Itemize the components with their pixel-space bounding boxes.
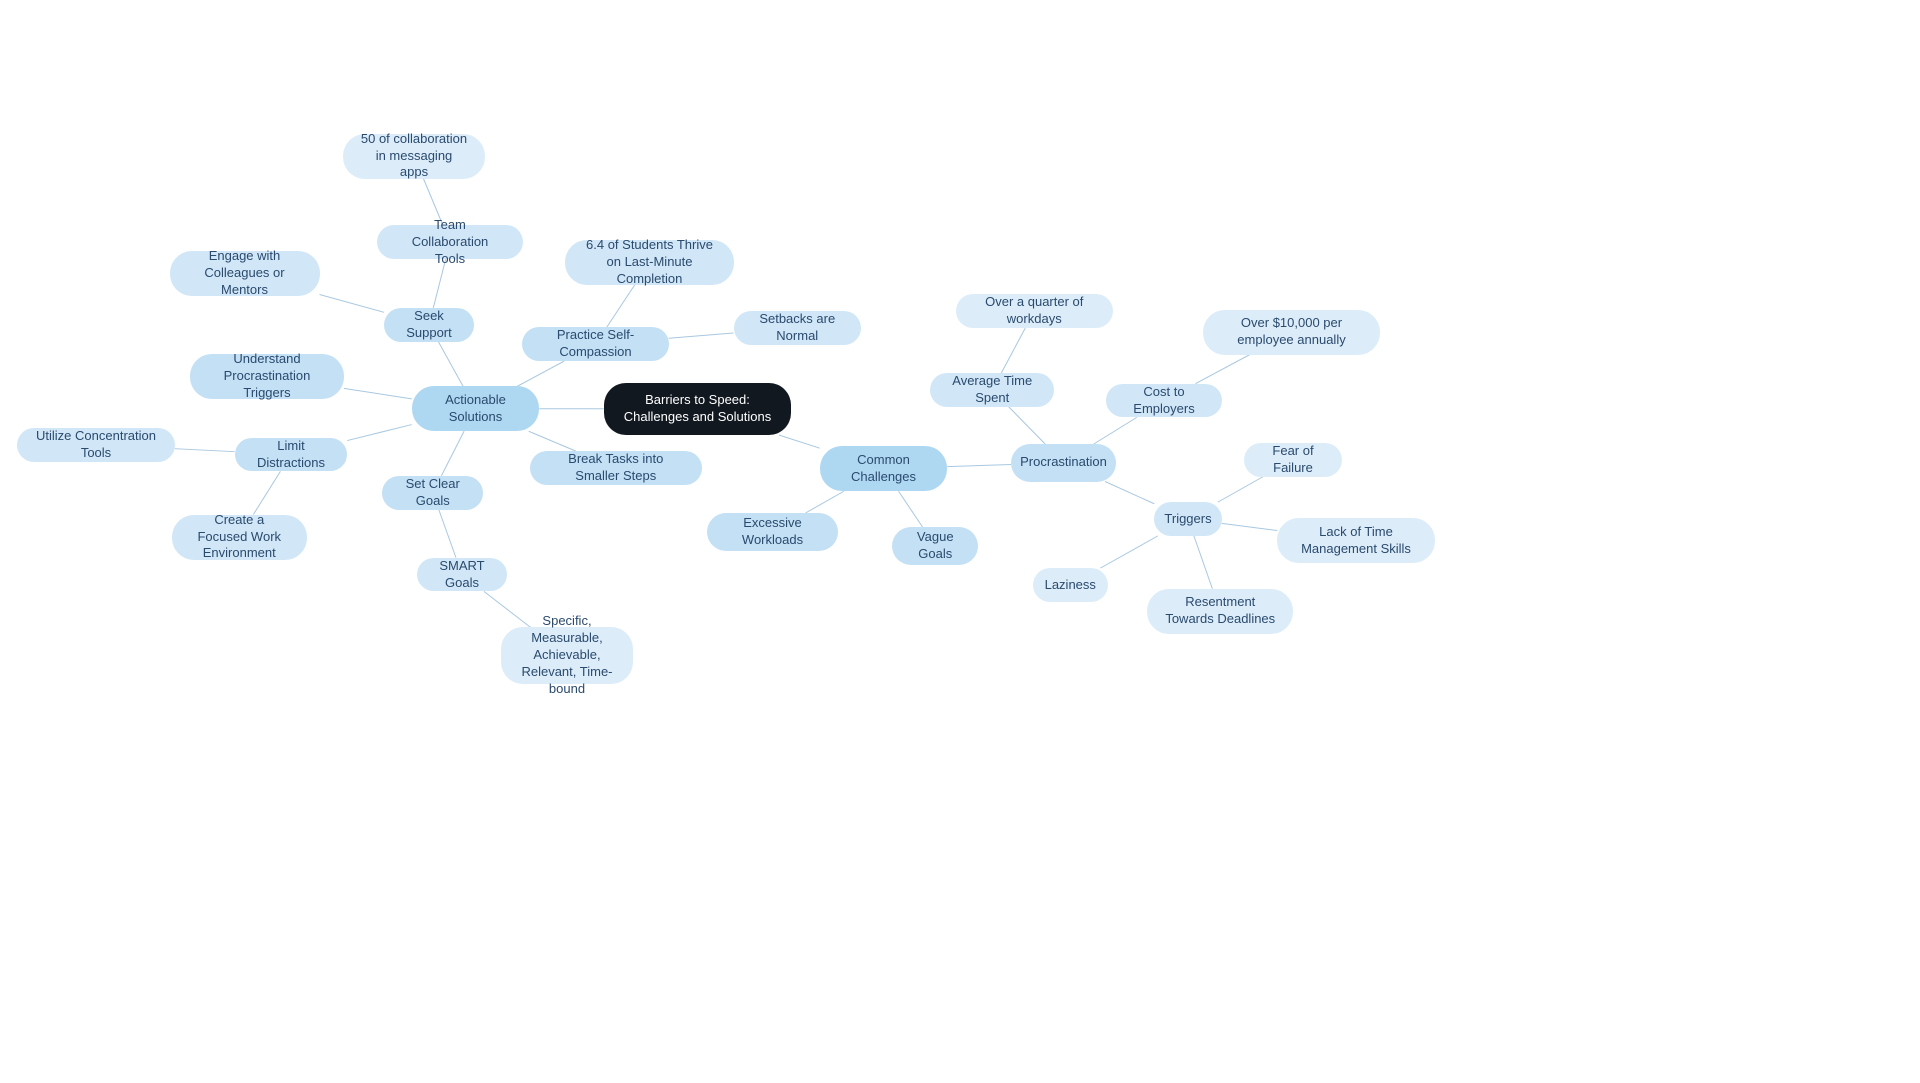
node-actionable: Actionable Solutions [412,386,540,431]
edge-actionable-seek [438,342,463,387]
node-cost: Cost to Employers [1106,384,1222,418]
edge-actionable-setgoals [441,431,464,476]
node-procrast: Procrastination [1011,444,1116,482]
node-focused: Create a Focused Work Environment [172,515,307,560]
edge-setgoals-smart [439,510,456,558]
node-resent: Resentment Towards Deadlines [1147,589,1293,634]
edge-actionable-limit [347,425,412,441]
node-fifty: 50 of collaboration in messaging apps [343,134,486,179]
node-seek: Seek Support [384,308,474,342]
node-limit: Limit Distractions [235,438,348,472]
edge-limit-concentrate [175,449,235,452]
node-lacktm: Lack of Time Management Skills [1277,518,1435,563]
node-break: Break Tasks into Smaller Steps [530,451,703,485]
edge-procrast-cost [1094,417,1137,444]
node-engage: Engage with Colleagues or Mentors [170,251,320,296]
node-concentrate: Utilize Concentration Tools [17,428,175,462]
edge-challenges-procrast [947,465,1011,467]
node-fear: Fear of Failure [1244,443,1342,477]
edge-actionable-selfcomp [517,361,564,386]
node-vague: Vague Goals [892,527,978,565]
edge-root-challenges [779,435,820,448]
node-root: Barriers to Speed: Challenges and Soluti… [604,383,792,436]
node-smart: SMART Goals [417,558,507,592]
node-avgtime: Average Time Spent [930,373,1054,407]
edge-cost-tenk [1196,355,1250,384]
node-tenk: Over $10,000 per employee annually [1203,310,1379,355]
edge-triggers-fear [1218,477,1263,503]
node-challenges: Common Challenges [820,446,948,491]
edge-selfcomp-setbacks [669,333,734,338]
node-understand: Understand Procrastination Triggers [190,354,344,399]
edge-procrast-avgtime [1009,407,1045,444]
edge-procrast-triggers [1105,482,1154,504]
node-setbacks: Setbacks are Normal [734,311,862,345]
edge-challenges-excessive [806,491,844,513]
edge-triggers-laziness [1100,536,1158,568]
node-triggers: Triggers [1154,502,1222,536]
node-smartdef: Specific, Measurable, Achievable, Releva… [501,627,632,683]
edge-avgtime-quarter [1001,328,1025,373]
edge-actionable-break [529,431,576,451]
node-quarter: Over a quarter of workdays [956,294,1114,328]
edge-actionable-understand [344,388,412,398]
edge-challenges-vague [899,491,923,527]
edge-triggers-lacktm [1222,523,1278,530]
edge-seek-engage [320,294,385,312]
node-teamtools: Team Collaboration Tools [377,225,523,259]
node-setgoals: Set Clear Goals [382,476,483,510]
edge-triggers-resent [1194,536,1212,589]
node-selfcomp: Practice Self-Compassion [522,327,668,361]
edge-selfcomp-students [607,285,635,327]
node-excessive: Excessive Workloads [707,513,838,551]
node-students: 6.4 of Students Thrive on Last-Minute Co… [565,240,734,285]
edge-limit-focused [253,471,280,514]
node-laziness: Laziness [1033,568,1108,602]
